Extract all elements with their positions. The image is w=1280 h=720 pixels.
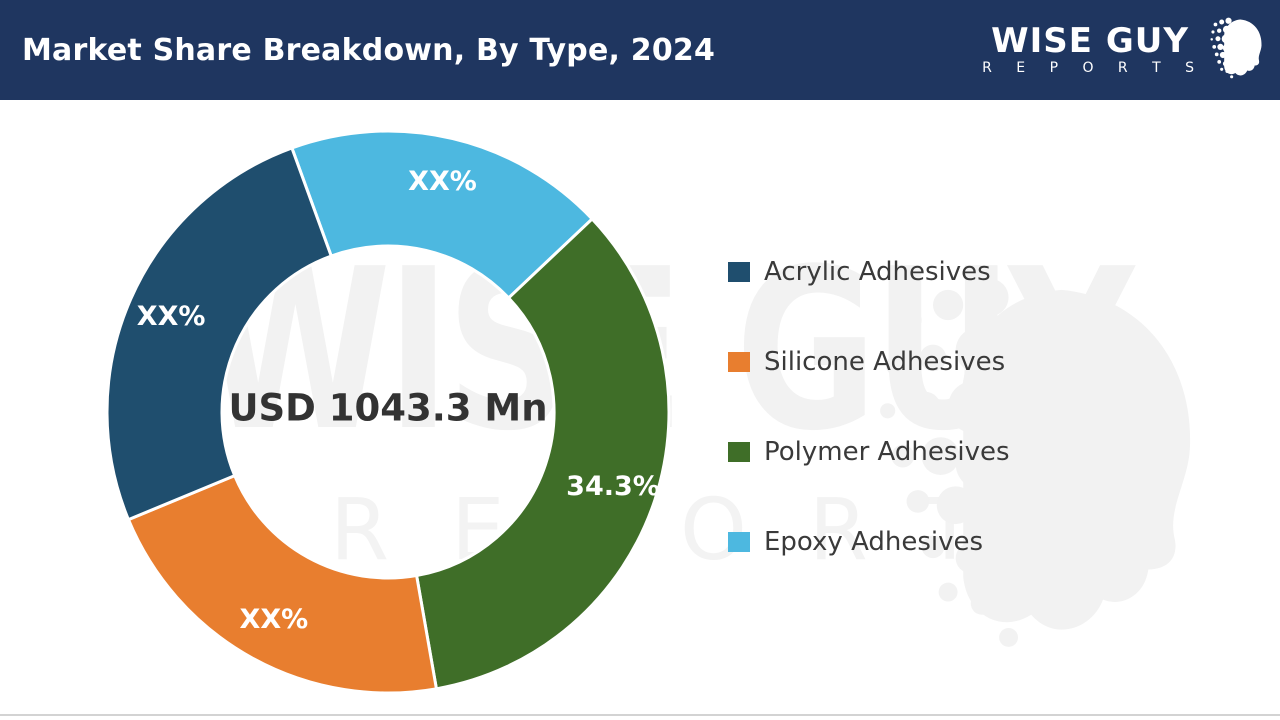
segment-label-polymer-adhesives: 34.3% (566, 471, 660, 502)
page-title: Market Share Breakdown, By Type, 2024 (22, 32, 716, 68)
legend-swatch (728, 262, 750, 282)
brand-logo-text: WISE GUY R E P O R T S (976, 24, 1204, 76)
legend-label: Silicone Adhesives (764, 347, 1006, 377)
legend-item-polymer-adhesives: Polymer Adhesives (728, 432, 1010, 472)
segment-label-epoxy-adhesives: XX% (408, 166, 477, 197)
brand-logo: WISE GUY R E P O R T S (976, 9, 1264, 91)
legend: Acrylic Adhesives Silicone Adhesives Polym… (728, 252, 1010, 612)
legend-swatch (728, 532, 750, 552)
legend-swatch (728, 352, 750, 372)
donut-segment-polymer-adhesives (415, 217, 671, 691)
donut-segment-acrylic-adhesives (105, 146, 333, 522)
segment-label-silicone-adhesives: XX% (240, 604, 309, 635)
segment-label-acrylic-adhesives: XX% (137, 301, 206, 332)
chart-area: WISE GUY REPORTS XX% 34.3% XX% XX% USD 1043… (0, 100, 1280, 720)
legend-label: Epoxy Adhesives (764, 527, 984, 557)
legend-label: Polymer Adhesives (764, 437, 1010, 467)
brand-logo-subtitle: R E P O R T S (982, 60, 1204, 76)
donut-chart: XX% 34.3% XX% XX% (105, 129, 671, 695)
legend-swatch (728, 442, 750, 462)
legend-item-epoxy-adhesives: Epoxy Adhesives (728, 522, 1010, 562)
legend-item-acrylic-adhesives: Acrylic Adhesives (728, 252, 1010, 292)
donut-segment-epoxy-adhesives (290, 129, 594, 300)
brand-logo-name: WISE GUY (991, 21, 1189, 61)
legend-label: Acrylic Adhesives (764, 257, 991, 287)
donut-center-value: USD 1043.3 Mn (228, 386, 548, 430)
brand-face-icon (1210, 17, 1262, 79)
legend-item-silicone-adhesives: Silicone Adhesives (728, 342, 1010, 382)
header-bar: Market Share Breakdown, By Type, 2024 WI… (0, 0, 1280, 100)
donut-segment-silicone-adhesives (126, 474, 438, 695)
bottom-divider (0, 714, 1280, 716)
